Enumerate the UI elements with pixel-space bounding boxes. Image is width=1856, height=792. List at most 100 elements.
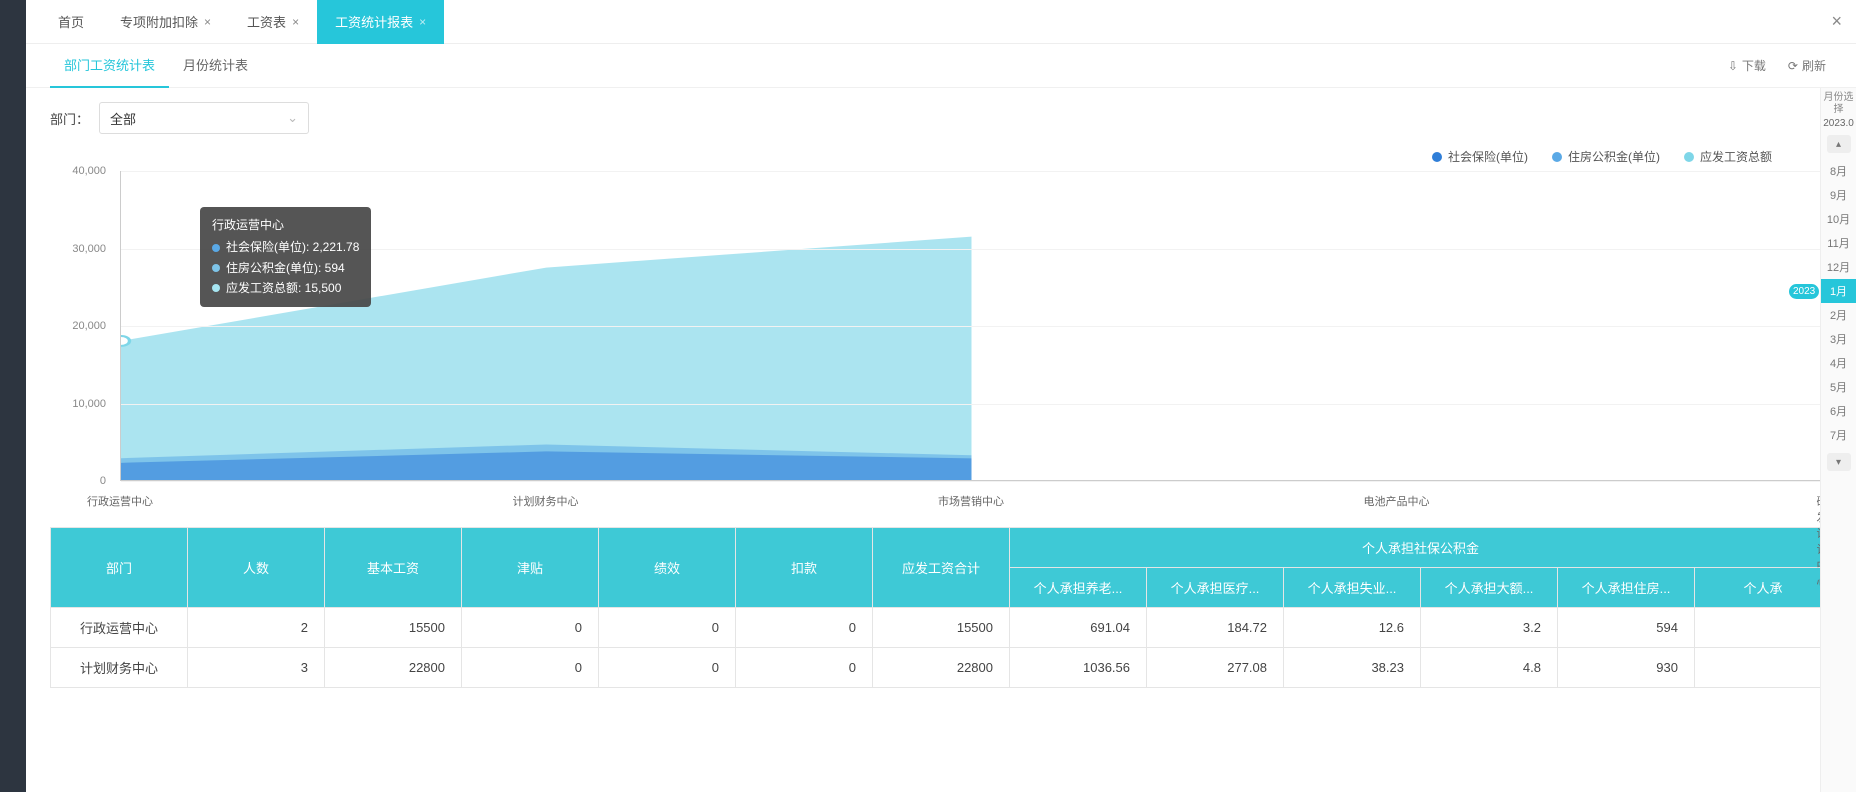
table-cell: 计划财务中心: [51, 648, 188, 688]
tab-deduction[interactable]: 专项附加扣除 ×: [102, 0, 229, 44]
download-icon: ⇩: [1728, 59, 1738, 73]
month-item[interactable]: 8月: [1821, 159, 1856, 183]
month-item[interactable]: 1月: [1821, 279, 1856, 303]
x-tick-label: 市场营销中心: [938, 493, 1004, 509]
download-button[interactable]: ⇩ 下载: [1728, 57, 1766, 74]
x-tick-label: 电池产品中心: [1364, 493, 1430, 509]
month-item[interactable]: 3月: [1821, 327, 1856, 351]
table-cell: 0: [599, 648, 736, 688]
select-value: 全部: [110, 109, 136, 128]
table-cell: 0: [599, 608, 736, 648]
table-cell: 4.8: [1421, 648, 1558, 688]
tab-salary-report[interactable]: 工资统计报表 ×: [317, 0, 444, 44]
data-table-wrap: 部门人数基本工资津贴绩效扣款应发工资合计个人承担社保公积金个人承担养老...个人…: [50, 527, 1832, 688]
month-item[interactable]: 4月: [1821, 351, 1856, 375]
table-cell: 0: [736, 608, 873, 648]
close-icon[interactable]: ×: [419, 15, 426, 29]
legend-label: 应发工资总额: [1700, 148, 1772, 165]
legend-item-housing[interactable]: 住房公积金(单位): [1552, 148, 1660, 165]
table-cell: 15500: [325, 608, 462, 648]
table-cell: 277.08: [1147, 648, 1284, 688]
legend-dot: [1432, 152, 1442, 162]
tab-label: 专项附加扣除: [120, 12, 198, 31]
table-row[interactable]: 行政运营中心21550000015500691.04184.7212.63.25…: [51, 608, 1832, 648]
close-all-icon[interactable]: ×: [1831, 11, 1842, 32]
download-label: 下载: [1742, 57, 1766, 74]
col-header: 人数: [188, 528, 325, 608]
table-cell: 3: [188, 648, 325, 688]
subtab-label: 月份统计表: [183, 55, 248, 74]
col-header: 扣款: [736, 528, 873, 608]
refresh-icon: ⟳: [1788, 59, 1798, 73]
col-group-header: 个人承担社保公积金: [1010, 528, 1832, 568]
month-item[interactable]: 6月: [1821, 399, 1856, 423]
refresh-label: 刷新: [1802, 57, 1826, 74]
table-cell: 184.72: [1147, 608, 1284, 648]
legend-item-payable[interactable]: 应发工资总额: [1684, 148, 1772, 165]
gridline: [121, 326, 1822, 327]
refresh-button[interactable]: ⟳ 刷新: [1788, 57, 1826, 74]
table-row[interactable]: 计划财务中心322800000228001036.56277.0838.234.…: [51, 648, 1832, 688]
chart-tooltip: 行政运营中心社会保险(单位): 2,221.78住房公积金(单位): 594应发…: [200, 207, 371, 307]
month-item[interactable]: 9月: [1821, 183, 1856, 207]
tab-home[interactable]: 首页: [40, 0, 102, 44]
table-cell: 3.2: [1421, 608, 1558, 648]
month-item[interactable]: 12月: [1821, 255, 1856, 279]
month-item[interactable]: 2月: [1821, 303, 1856, 327]
x-tick-label: 行政运营中心: [87, 493, 153, 509]
x-axis: 行政运营中心计划财务中心市场营销中心电池产品中心研发设计中心: [120, 485, 1822, 511]
col-header: 个人承担养老...: [1010, 568, 1147, 608]
legend-label: 住房公积金(单位): [1568, 148, 1660, 165]
month-item[interactable]: 11月: [1821, 231, 1856, 255]
gridline: [121, 404, 1822, 405]
col-header: 个人承担失业...: [1284, 568, 1421, 608]
col-header: 个人承担住房...: [1558, 568, 1695, 608]
table-cell: 2: [188, 608, 325, 648]
col-header: 津贴: [462, 528, 599, 608]
scroll-down-button[interactable]: ▾: [1827, 453, 1851, 471]
table-cell: 0: [462, 608, 599, 648]
legend-dot: [1684, 152, 1694, 162]
table-cell: 0: [462, 648, 599, 688]
legend-item-social[interactable]: 社会保险(单位): [1432, 148, 1528, 165]
filter-label: 部门：: [50, 109, 89, 128]
sub-tabs: 部门工资统计表 月份统计表 ⇩ 下载 ⟳ 刷新: [26, 44, 1856, 88]
plot-area: [120, 171, 1822, 481]
gridline: [121, 171, 1822, 172]
table-cell: 0: [736, 648, 873, 688]
tab-salary[interactable]: 工资表×: [229, 0, 317, 44]
month-panel-title: 月份选择: [1821, 92, 1856, 116]
chart-legend: 社会保险(单位) 住房公积金(单位) 应发工资总额: [50, 148, 1832, 165]
tab-label: 首页: [58, 12, 84, 31]
month-item[interactable]: 7月: [1821, 423, 1856, 447]
legend-dot: [1552, 152, 1562, 162]
table-cell: 行政运营中心: [51, 608, 188, 648]
y-tick-label: 10,000: [72, 398, 106, 410]
tab-label: 工资统计报表: [335, 12, 413, 31]
subtab-label: 部门工资统计表: [64, 55, 155, 74]
tooltip-row: 社会保险(单位): 2,221.78: [212, 237, 359, 257]
subtab-month-stats[interactable]: 月份统计表: [169, 44, 262, 88]
hover-marker: [121, 336, 130, 346]
subtab-dept-stats[interactable]: 部门工资统计表: [50, 44, 169, 88]
month-item[interactable]: 5月: [1821, 375, 1856, 399]
close-icon[interactable]: ×: [204, 15, 211, 29]
col-header: 个人承: [1695, 568, 1832, 608]
x-tick-label: 计划财务中心: [513, 493, 579, 509]
table-cell: 22800: [325, 648, 462, 688]
table-cell: 1036.56: [1010, 648, 1147, 688]
table-cell: 38.23: [1284, 648, 1421, 688]
y-tick-label: 40,000: [72, 165, 106, 177]
table-cell: 22800: [873, 648, 1010, 688]
dept-select[interactable]: 全部 ⌄: [99, 102, 309, 134]
close-icon[interactable]: ×: [292, 15, 299, 29]
scroll-up-button[interactable]: ▴: [1827, 135, 1851, 153]
area-chart: 010,00020,00030,00040,000 行政运营中心计划财务中心市场…: [50, 171, 1832, 511]
col-header: 应发工资合计: [873, 528, 1010, 608]
table-cell: 691.04: [1010, 608, 1147, 648]
table-cell: [1695, 648, 1832, 688]
month-item[interactable]: 10月: [1821, 207, 1856, 231]
table-cell: 594: [1558, 608, 1695, 648]
tooltip-title: 行政运营中心: [212, 215, 359, 235]
legend-label: 社会保险(单位): [1448, 148, 1528, 165]
